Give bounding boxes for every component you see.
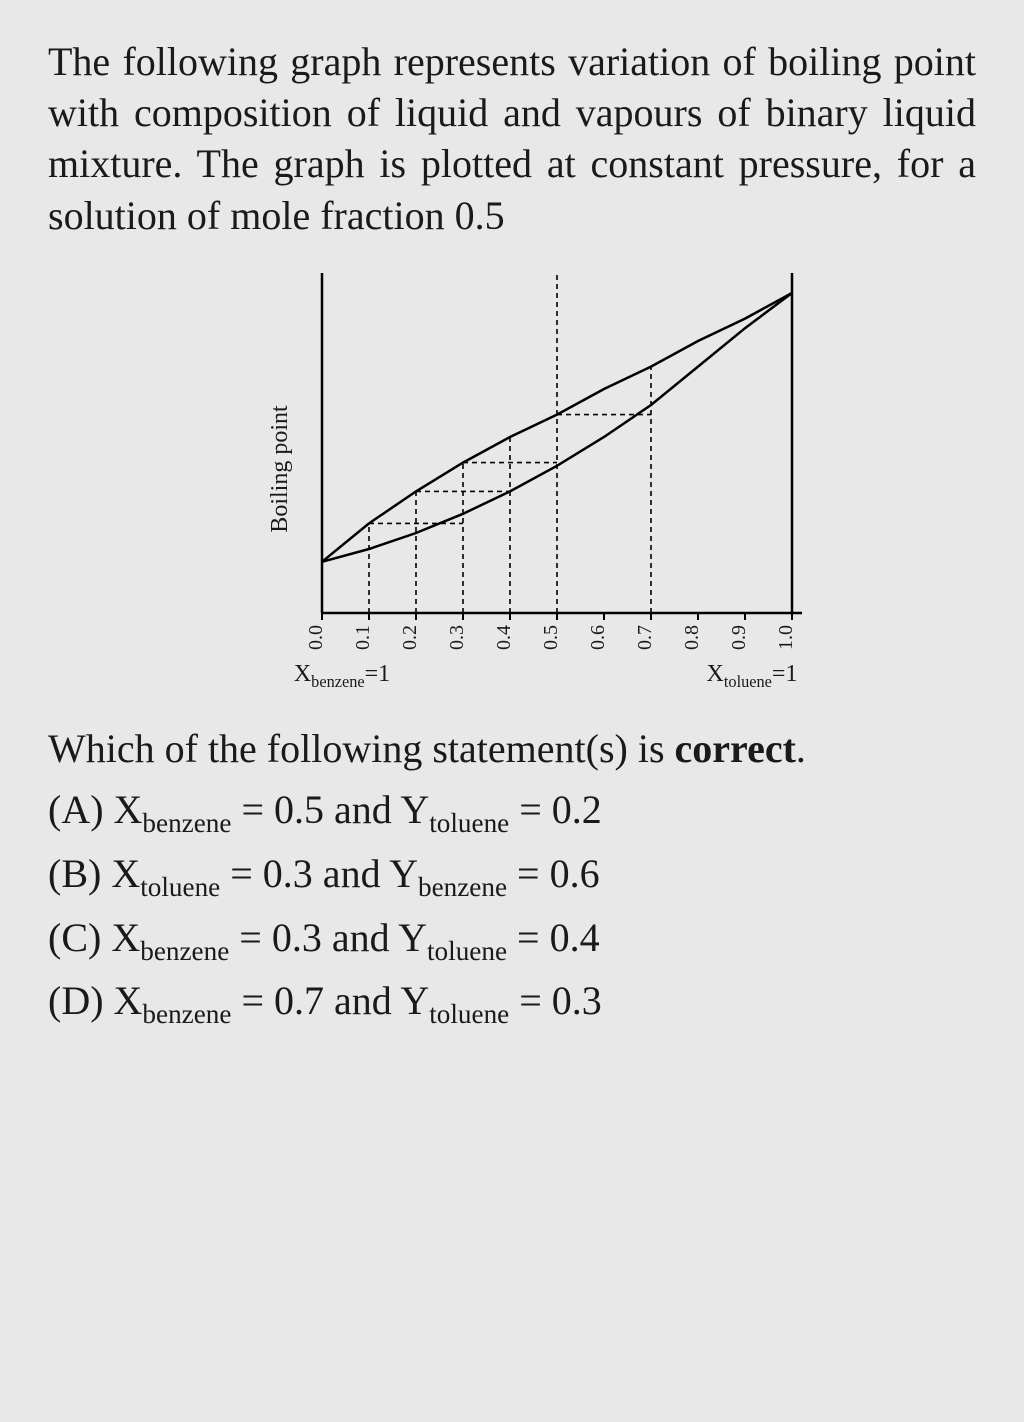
option-b-sub1: toluene <box>140 872 220 902</box>
followup-prefix: Which of the following statement(s) is <box>48 726 675 771</box>
option-b: (B) Xtoluene = 0.3 and Ybenzene = 0.6 <box>48 844 976 908</box>
option-a: (A) Xbenzene = 0.5 and Ytoluene = 0.2 <box>48 780 976 844</box>
option-a-var2: Y <box>400 787 429 832</box>
option-a-sub2: toluene <box>429 808 509 838</box>
option-d-sub2: toluene <box>429 999 509 1029</box>
figure-container: 0.0 0.1 0.2 0.3 0.4 0.5 0.6 0.7 0.8 0.9 1.0 Boiling… <box>48 253 976 713</box>
page: The following graph represents variation… <box>0 0 1024 1422</box>
svg-text:0.1: 0.1 <box>352 625 374 650</box>
option-b-eq1: = 0.3 and <box>220 851 389 896</box>
option-b-var1: X <box>111 851 140 896</box>
option-d-sub1: benzene <box>142 999 231 1029</box>
svg-text:0.9: 0.9 <box>728 625 750 650</box>
option-d-eq1: = 0.7 and <box>231 978 400 1023</box>
phase-diagram: 0.0 0.1 0.2 0.3 0.4 0.5 0.6 0.7 0.8 0.9 1.0 Boiling… <box>192 253 832 713</box>
option-b-var2: Y <box>389 851 418 896</box>
option-c-var1: X <box>111 915 140 960</box>
option-d-eq2: = 0.3 <box>509 978 602 1023</box>
option-d-var2: Y <box>400 978 429 1023</box>
svg-text:Boiling point: Boiling point <box>267 405 293 533</box>
options-block: (A) Xbenzene = 0.5 and Ytoluene = 0.2 (B… <box>48 780 976 1035</box>
option-c-var2: Y <box>398 915 427 960</box>
svg-text:Xtoluene=1: Xtoluene=1 <box>707 661 798 691</box>
svg-text:Xbenzene=1: Xbenzene=1 <box>294 661 390 691</box>
option-d-letter: (D) <box>48 978 104 1023</box>
option-c-eq2: = 0.4 <box>507 915 600 960</box>
svg-text:0.7: 0.7 <box>634 625 656 650</box>
option-a-letter: (A) <box>48 787 104 832</box>
svg-text:0.5: 0.5 <box>540 625 562 650</box>
option-d-var1: X <box>114 978 143 1023</box>
option-a-eq2: = 0.2 <box>509 787 602 832</box>
option-a-sub1: benzene <box>142 808 231 838</box>
option-a-eq1: = 0.5 and <box>231 787 400 832</box>
option-c: (C) Xbenzene = 0.3 and Ytoluene = 0.4 <box>48 908 976 972</box>
option-a-var1: X <box>114 787 143 832</box>
svg-text:0.6: 0.6 <box>587 625 609 650</box>
option-b-sub2: benzene <box>418 872 507 902</box>
svg-text:0.4: 0.4 <box>493 625 515 650</box>
svg-text:0.3: 0.3 <box>446 625 468 650</box>
option-c-eq1: = 0.3 and <box>229 915 398 960</box>
svg-text:0.0: 0.0 <box>305 625 327 650</box>
svg-text:0.2: 0.2 <box>399 625 421 650</box>
svg-text:1.0: 1.0 <box>775 625 797 650</box>
option-c-sub1: benzene <box>140 936 229 966</box>
svg-text:0.8: 0.8 <box>681 625 703 650</box>
option-d: (D) Xbenzene = 0.7 and Ytoluene = 0.3 <box>48 971 976 1035</box>
question-intro: The following graph represents variation… <box>48 36 976 241</box>
option-b-eq2: = 0.6 <box>507 851 600 896</box>
question-followup: Which of the following statement(s) is c… <box>48 723 976 774</box>
option-c-letter: (C) <box>48 915 101 960</box>
followup-suffix: . <box>796 726 806 771</box>
followup-bold: correct <box>675 726 796 771</box>
option-b-letter: (B) <box>48 851 101 896</box>
option-c-sub2: toluene <box>427 936 507 966</box>
